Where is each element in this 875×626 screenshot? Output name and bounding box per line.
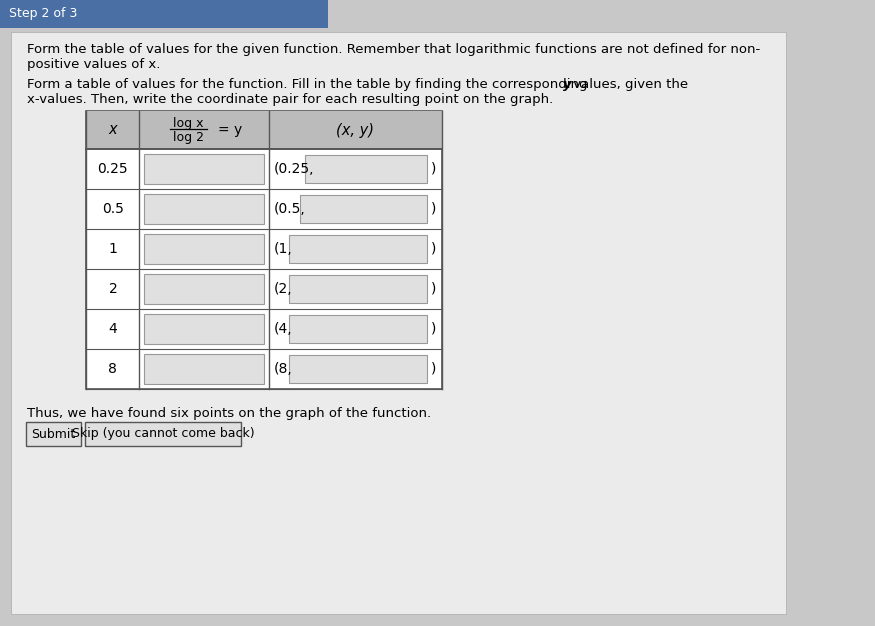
Text: 4: 4 bbox=[108, 322, 117, 336]
Text: 0.5: 0.5 bbox=[102, 202, 124, 216]
Text: (0.5,: (0.5, bbox=[274, 202, 305, 216]
Text: log x: log x bbox=[173, 116, 204, 130]
FancyBboxPatch shape bbox=[85, 422, 242, 446]
Text: (1,: (1, bbox=[274, 242, 293, 256]
FancyBboxPatch shape bbox=[26, 422, 81, 446]
Text: Form the table of values for the given function. Remember that logarithmic funct: Form the table of values for the given f… bbox=[27, 43, 760, 56]
Bar bbox=[144, 154, 264, 184]
Text: Step 2 of 3: Step 2 of 3 bbox=[9, 8, 78, 21]
Text: log 2: log 2 bbox=[173, 130, 204, 143]
Bar bbox=[289, 355, 427, 383]
Bar bbox=[144, 274, 264, 304]
Bar bbox=[299, 195, 427, 223]
Bar bbox=[305, 155, 427, 183]
Text: ): ) bbox=[430, 282, 436, 296]
Text: ): ) bbox=[430, 362, 436, 376]
Text: x: x bbox=[108, 123, 117, 138]
Text: Skip (you cannot come back): Skip (you cannot come back) bbox=[72, 428, 255, 441]
Text: ): ) bbox=[430, 242, 436, 256]
Bar bbox=[87, 111, 442, 389]
Text: x-values. Then, write the coordinate pair for each resulting point on the graph.: x-values. Then, write the coordinate pai… bbox=[27, 93, 554, 106]
Text: 8: 8 bbox=[108, 362, 117, 376]
Bar bbox=[289, 315, 427, 343]
Text: ): ) bbox=[430, 322, 436, 336]
Text: y: y bbox=[563, 78, 571, 91]
Text: (2,: (2, bbox=[274, 282, 292, 296]
Text: Submit: Submit bbox=[31, 428, 76, 441]
Bar bbox=[144, 194, 264, 224]
Text: 2: 2 bbox=[108, 282, 117, 296]
Bar bbox=[144, 354, 264, 384]
Text: Form a table of values for the function. Fill in the table by finding the corres: Form a table of values for the function.… bbox=[27, 78, 592, 91]
Bar bbox=[289, 235, 427, 263]
Text: (8,: (8, bbox=[274, 362, 293, 376]
Bar bbox=[0, 0, 328, 28]
Text: ): ) bbox=[430, 162, 436, 176]
Text: = y: = y bbox=[218, 123, 242, 137]
Bar bbox=[144, 314, 264, 344]
Bar bbox=[289, 275, 427, 303]
Bar bbox=[144, 234, 264, 264]
Text: (0.25,: (0.25, bbox=[274, 162, 314, 176]
Text: positive values of x.: positive values of x. bbox=[27, 58, 161, 71]
Text: (x, y): (x, y) bbox=[336, 123, 374, 138]
Text: 0.25: 0.25 bbox=[98, 162, 129, 176]
Text: 1: 1 bbox=[108, 242, 117, 256]
Text: values, given the: values, given the bbox=[569, 78, 688, 91]
Bar bbox=[87, 111, 442, 149]
Text: (4,: (4, bbox=[274, 322, 292, 336]
Text: Thus, we have found six points on the graph of the function.: Thus, we have found six points on the gr… bbox=[27, 407, 431, 420]
Text: ): ) bbox=[430, 202, 436, 216]
